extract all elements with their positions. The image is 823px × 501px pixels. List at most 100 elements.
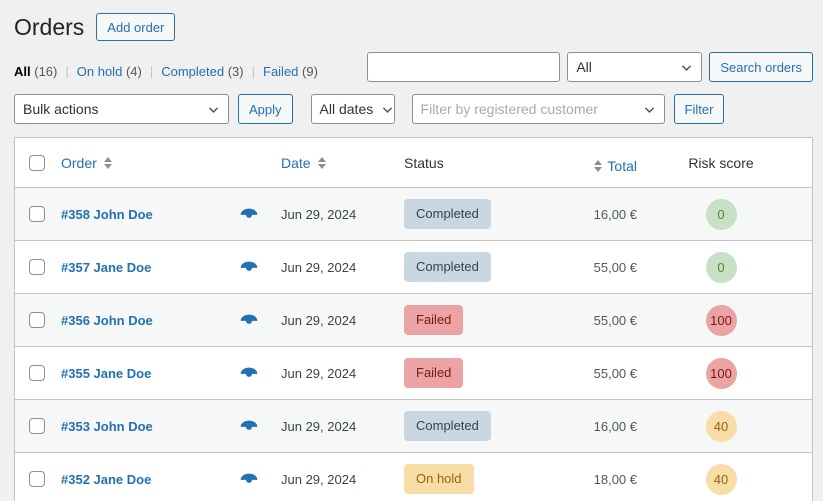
risk-score-badge: 0: [705, 198, 737, 230]
row-checkbox[interactable]: [28, 365, 45, 381]
table-header-row: Order Date Status Total Risk score: [15, 138, 812, 187]
order-total: 16,00 €: [593, 206, 637, 222]
order-search-input[interactable]: [367, 52, 561, 82]
sort-desc-icon: [103, 163, 112, 169]
sort-arrows-icon: [317, 156, 326, 169]
sort-asc-icon: [317, 156, 326, 162]
table-row: #358 John Doe Jun 29, 2024 Completed 16,…: [15, 187, 812, 240]
customer-filter-select[interactable]: Filter by registered customer: [411, 94, 665, 124]
sort-by-order[interactable]: Order: [61, 155, 112, 171]
sort-desc-icon: [317, 163, 326, 169]
chevron-down-icon: [643, 103, 656, 116]
status-filter-failed[interactable]: Failed (9): [263, 64, 318, 79]
row-checkbox[interactable]: [28, 259, 45, 275]
row-checkbox[interactable]: [28, 471, 45, 487]
filter-separator: |: [251, 63, 255, 79]
order-preview-button[interactable]: [239, 366, 259, 380]
chevron-down-icon: [680, 61, 693, 74]
order-date: Jun 29, 2024: [281, 365, 357, 381]
dates-filter-select-value: All dates: [319, 101, 374, 117]
eye-icon: [240, 367, 258, 377]
table-row: #356 John Doe Jun 29, 2024 Failed 55,00 …: [15, 293, 812, 346]
order-link[interactable]: #353 John Doe: [61, 418, 153, 434]
sort-by-date[interactable]: Date: [281, 155, 326, 171]
status-filter-completed[interactable]: Completed (3): [161, 64, 243, 79]
order-total: 55,00 €: [593, 259, 637, 275]
column-header-date: Date: [277, 155, 400, 171]
sort-arrows-icon: [103, 156, 112, 169]
status-filter-list: All (16) | On hold (4) | Completed (3) |…: [14, 56, 318, 79]
risk-score-badge: 40: [705, 463, 737, 495]
status-filter-failed-count: (9): [302, 63, 318, 79]
sort-by-total[interactable]: Total: [594, 158, 637, 174]
order-link[interactable]: #357 Jane Doe: [61, 259, 152, 275]
table-row: #353 John Doe Jun 29, 2024 Completed 16,…: [15, 399, 812, 452]
filters-and-search-row: All (16) | On hold (4) | Completed (3) |…: [14, 52, 813, 82]
search-type-select-value: All: [576, 59, 592, 75]
column-header-total: Total: [594, 152, 641, 174]
row-checkbox[interactable]: [28, 312, 45, 328]
status-badge: Completed: [404, 411, 491, 441]
table-row: #352 Jane Doe Jun 29, 2024 On hold 18,00…: [15, 452, 812, 501]
row-checkbox[interactable]: [28, 206, 45, 222]
column-header-total-label: Total: [607, 157, 637, 174]
order-preview-button[interactable]: [239, 260, 259, 274]
status-filter-on-hold-label[interactable]: On hold: [76, 63, 123, 79]
page-header: Orders Add order: [14, 12, 813, 42]
eye-icon: [240, 473, 258, 483]
filter-separator: |: [149, 63, 154, 79]
column-header-order-label: Order: [61, 154, 97, 171]
eye-icon: [240, 420, 258, 430]
status-filter-failed-label[interactable]: Failed: [263, 63, 299, 79]
order-preview-button[interactable]: [239, 419, 259, 433]
order-link[interactable]: #352 Jane Doe: [61, 471, 152, 487]
risk-score-badge: 0: [705, 251, 737, 283]
status-filter-completed-label[interactable]: Completed: [161, 63, 225, 79]
order-preview-button[interactable]: [239, 472, 259, 486]
status-badge: Completed: [404, 199, 491, 229]
chevron-down-icon: [381, 103, 394, 116]
risk-score-badge: 100: [705, 304, 737, 336]
eye-icon: [240, 261, 258, 271]
sort-desc-icon: [594, 166, 603, 172]
filter-button[interactable]: Filter: [673, 94, 725, 124]
order-date: Jun 29, 2024: [281, 206, 357, 222]
status-filter-all-label: All: [14, 63, 31, 79]
order-link[interactable]: #355 Jane Doe: [61, 365, 152, 381]
order-date: Jun 29, 2024: [281, 418, 357, 434]
table-row: #355 Jane Doe Jun 29, 2024 Failed 55,00 …: [15, 346, 812, 399]
header-checkbox-cell: [15, 154, 58, 171]
add-order-button[interactable]: Add order: [96, 13, 176, 41]
select-all-checkbox[interactable]: [28, 154, 45, 171]
customer-filter-select-value: Filter by registered customer: [420, 101, 598, 117]
dates-filter-select[interactable]: All dates: [310, 94, 395, 124]
order-preview-button[interactable]: [239, 207, 259, 221]
row-checkbox[interactable]: [28, 418, 45, 434]
eye-icon: [240, 314, 258, 324]
order-date: Jun 29, 2024: [281, 471, 357, 487]
status-filter-all[interactable]: All (16): [14, 64, 57, 79]
order-total: 55,00 €: [593, 312, 637, 328]
search-type-select[interactable]: All: [567, 52, 703, 82]
status-filter-on-hold[interactable]: On hold (4): [77, 64, 142, 79]
bulk-actions-toolbar: Bulk actions Apply All dates Filter by r…: [14, 94, 813, 124]
order-total: 18,00 €: [593, 471, 637, 487]
apply-button[interactable]: Apply: [238, 94, 293, 124]
status-badge: On hold: [404, 464, 474, 494]
column-header-date-label: Date: [281, 154, 311, 171]
sort-arrows-icon: [594, 159, 603, 172]
status-badge: Failed: [404, 358, 464, 388]
status-filter-on-hold-count: (4): [125, 63, 142, 79]
order-preview-button[interactable]: [239, 313, 259, 327]
order-date: Jun 29, 2024: [281, 259, 357, 275]
bulk-actions-select[interactable]: Bulk actions: [14, 94, 229, 124]
column-header-status: Status: [404, 154, 444, 171]
status-filter-completed-count: (3): [227, 63, 244, 79]
order-link[interactable]: #358 John Doe: [61, 206, 153, 222]
search-orders-button[interactable]: Search orders: [709, 52, 813, 82]
risk-score-badge: 40: [705, 410, 737, 442]
column-header-order: Order: [58, 155, 221, 171]
order-link[interactable]: #356 John Doe: [61, 312, 153, 328]
order-total: 55,00 €: [593, 365, 637, 381]
